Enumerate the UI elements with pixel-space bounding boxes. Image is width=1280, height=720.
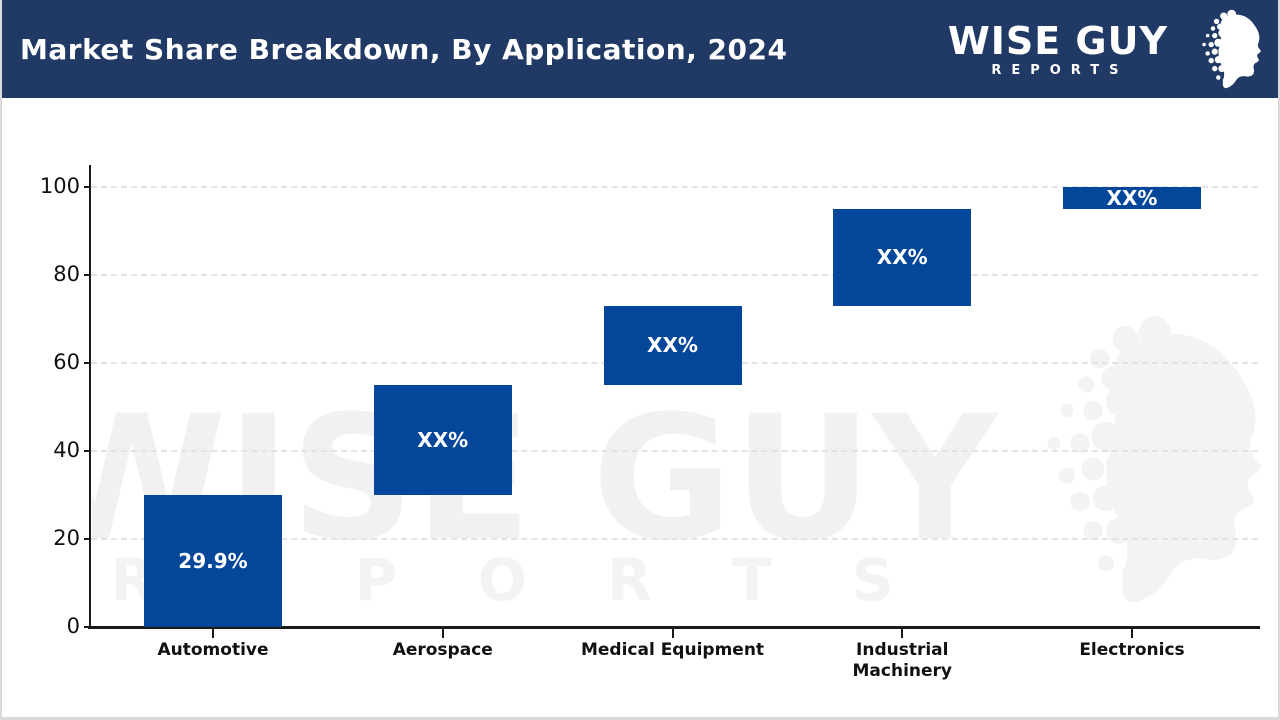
bar-medical-equipment: XX% — [603, 305, 742, 385]
y-axis-tick-label: 0 — [66, 614, 80, 638]
logo-text: WISE GUY REPORTS — [948, 22, 1168, 77]
wise-guy-logo: WISE GUY REPORTS — [948, 7, 1278, 91]
y-axis-tick-label: 60 — [53, 350, 80, 374]
gridline — [91, 450, 1258, 452]
y-axis-tick — [84, 450, 91, 452]
bar-value-label: 29.9% — [178, 549, 248, 573]
x-axis-tick — [441, 629, 444, 638]
x-axis-tick — [1131, 629, 1133, 638]
y-axis-tick-label: 20 — [53, 526, 80, 550]
y-axis-tick — [84, 362, 91, 364]
bar-automotive: 29.9% — [144, 495, 282, 627]
bar-industrial-machinery: XX% — [833, 209, 972, 306]
bar-value-label: XX% — [1106, 186, 1158, 210]
x-axis-category-label: Automotive — [157, 640, 269, 660]
y-axis-tick — [84, 626, 91, 628]
x-axis-category-label: Electronics — [1079, 640, 1185, 660]
bar-aerospace: XX% — [373, 385, 512, 495]
logo-subtitle: REPORTS — [991, 62, 1129, 78]
y-axis-line — [89, 165, 91, 629]
x-axis-tick — [212, 629, 214, 638]
x-axis-tick — [671, 629, 674, 638]
plot-area: WISE GUY R E P O R T S 0 20 40 60 80 100 29.9%… — [2, 98, 1278, 717]
x-axis-tick — [901, 629, 904, 638]
y-axis-tick — [84, 186, 91, 188]
bar-value-label: XX% — [876, 245, 928, 270]
y-axis-tick-label: 100 — [39, 174, 80, 198]
y-axis-tick — [84, 274, 91, 276]
header-bar: Market Share Breakdown, By Application, … — [2, 0, 1278, 98]
y-axis-tick-label: 80 — [53, 262, 80, 286]
x-axis-category-label: Industrial Machinery — [852, 640, 953, 682]
dotted-head-icon — [1202, 9, 1261, 89]
x-axis-category-label: Aerospace — [392, 640, 493, 660]
gridline — [91, 186, 1258, 188]
x-axis-category-label: Medical Equipment — [580, 640, 765, 660]
logo-wordmark: WISE GUY — [947, 18, 1168, 63]
page-title: Market Share Breakdown, By Application, … — [20, 32, 788, 66]
bar-electronics: XX% — [1063, 186, 1201, 210]
gridline — [91, 538, 1258, 540]
bar-value-label: XX% — [647, 333, 698, 358]
gridline — [91, 274, 1258, 276]
bar-value-label: XX% — [417, 428, 469, 452]
y-axis-tick — [84, 538, 91, 540]
x-axis-line — [88, 626, 1260, 629]
y-axis-tick-label: 40 — [53, 438, 80, 462]
